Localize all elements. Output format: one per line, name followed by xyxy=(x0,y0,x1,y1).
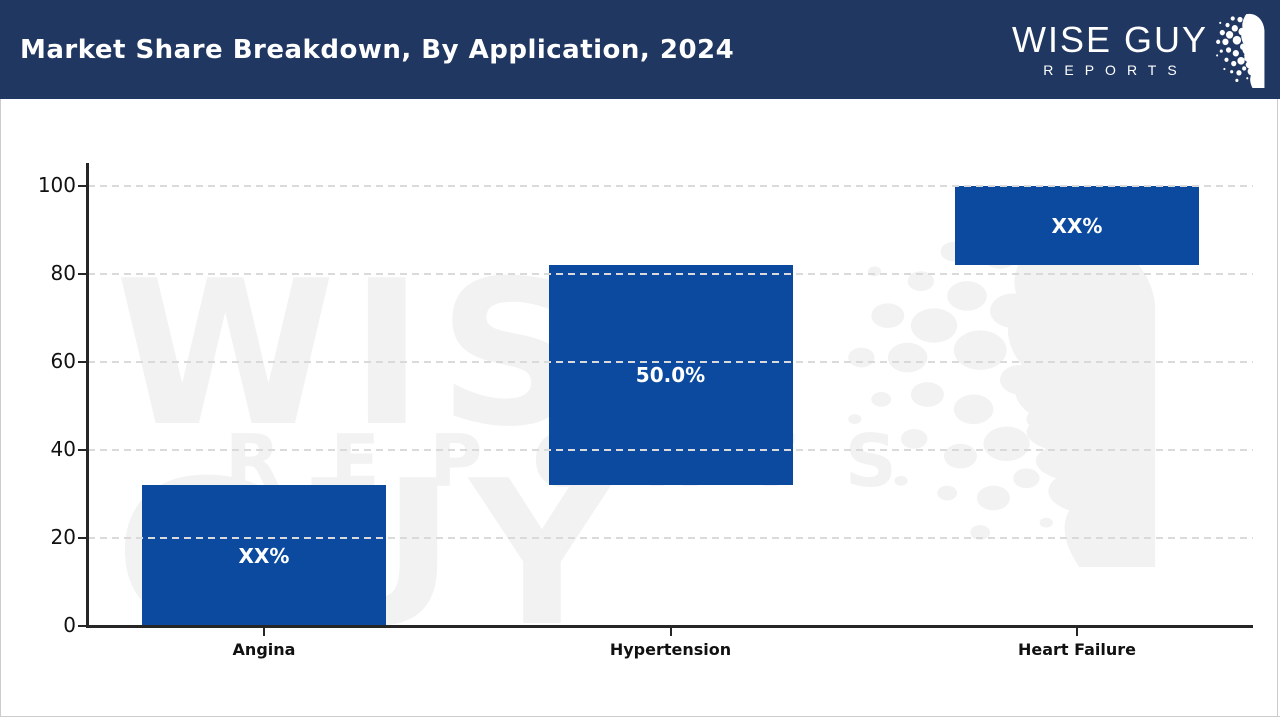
y-axis xyxy=(86,163,89,628)
bar-value-label: 50.0% xyxy=(635,363,706,388)
x-tick-label: Hypertension xyxy=(609,640,732,659)
x-tick-label: Heart Failure xyxy=(1017,640,1137,659)
wiseguy-face-icon xyxy=(1216,13,1265,88)
bar-value-label: XX% xyxy=(1051,213,1103,238)
x-tick xyxy=(263,628,265,636)
y-tick xyxy=(78,625,86,627)
x-tick xyxy=(1076,628,1078,636)
wiseguy-logo: WISE GUY REPORTS xyxy=(1012,12,1280,88)
grid-line xyxy=(88,185,1253,187)
grid-line xyxy=(88,537,1253,539)
y-tick-label: 40 xyxy=(50,437,76,461)
y-tick xyxy=(78,273,86,275)
x-tick-label: Angina xyxy=(232,640,296,659)
header: Market Share Breakdown, By Application, … xyxy=(0,0,1280,99)
y-tick xyxy=(78,185,86,187)
y-tick-label: 0 xyxy=(63,613,76,637)
page-title: Market Share Breakdown, By Application, … xyxy=(20,34,735,65)
bar: XX% xyxy=(955,186,1199,266)
x-axis xyxy=(86,625,1253,628)
grid-line xyxy=(88,273,1253,275)
y-tick-label: 80 xyxy=(50,261,76,285)
grid-line xyxy=(88,361,1253,363)
wiseguy-logo-text: WISE GUY REPORTS xyxy=(1011,18,1208,78)
y-tick xyxy=(78,537,86,539)
y-tick-label: 100 xyxy=(37,173,76,197)
page-border-left xyxy=(0,99,1,717)
grid-line xyxy=(88,449,1253,451)
bar-value-label: XX% xyxy=(238,543,290,568)
y-tick-label: 20 xyxy=(50,525,76,549)
y-tick-label: 60 xyxy=(50,349,76,373)
x-tick xyxy=(669,628,672,636)
page-border-bottom xyxy=(0,716,1280,717)
page-border-right xyxy=(1277,99,1278,717)
logo-wordmark: WISE GUY xyxy=(1011,18,1208,60)
y-tick xyxy=(78,361,86,363)
y-tick xyxy=(78,449,86,451)
bar: XX% xyxy=(142,485,386,626)
logo-subtitle: REPORTS xyxy=(1043,61,1188,78)
bar: 50.0% xyxy=(548,265,793,486)
